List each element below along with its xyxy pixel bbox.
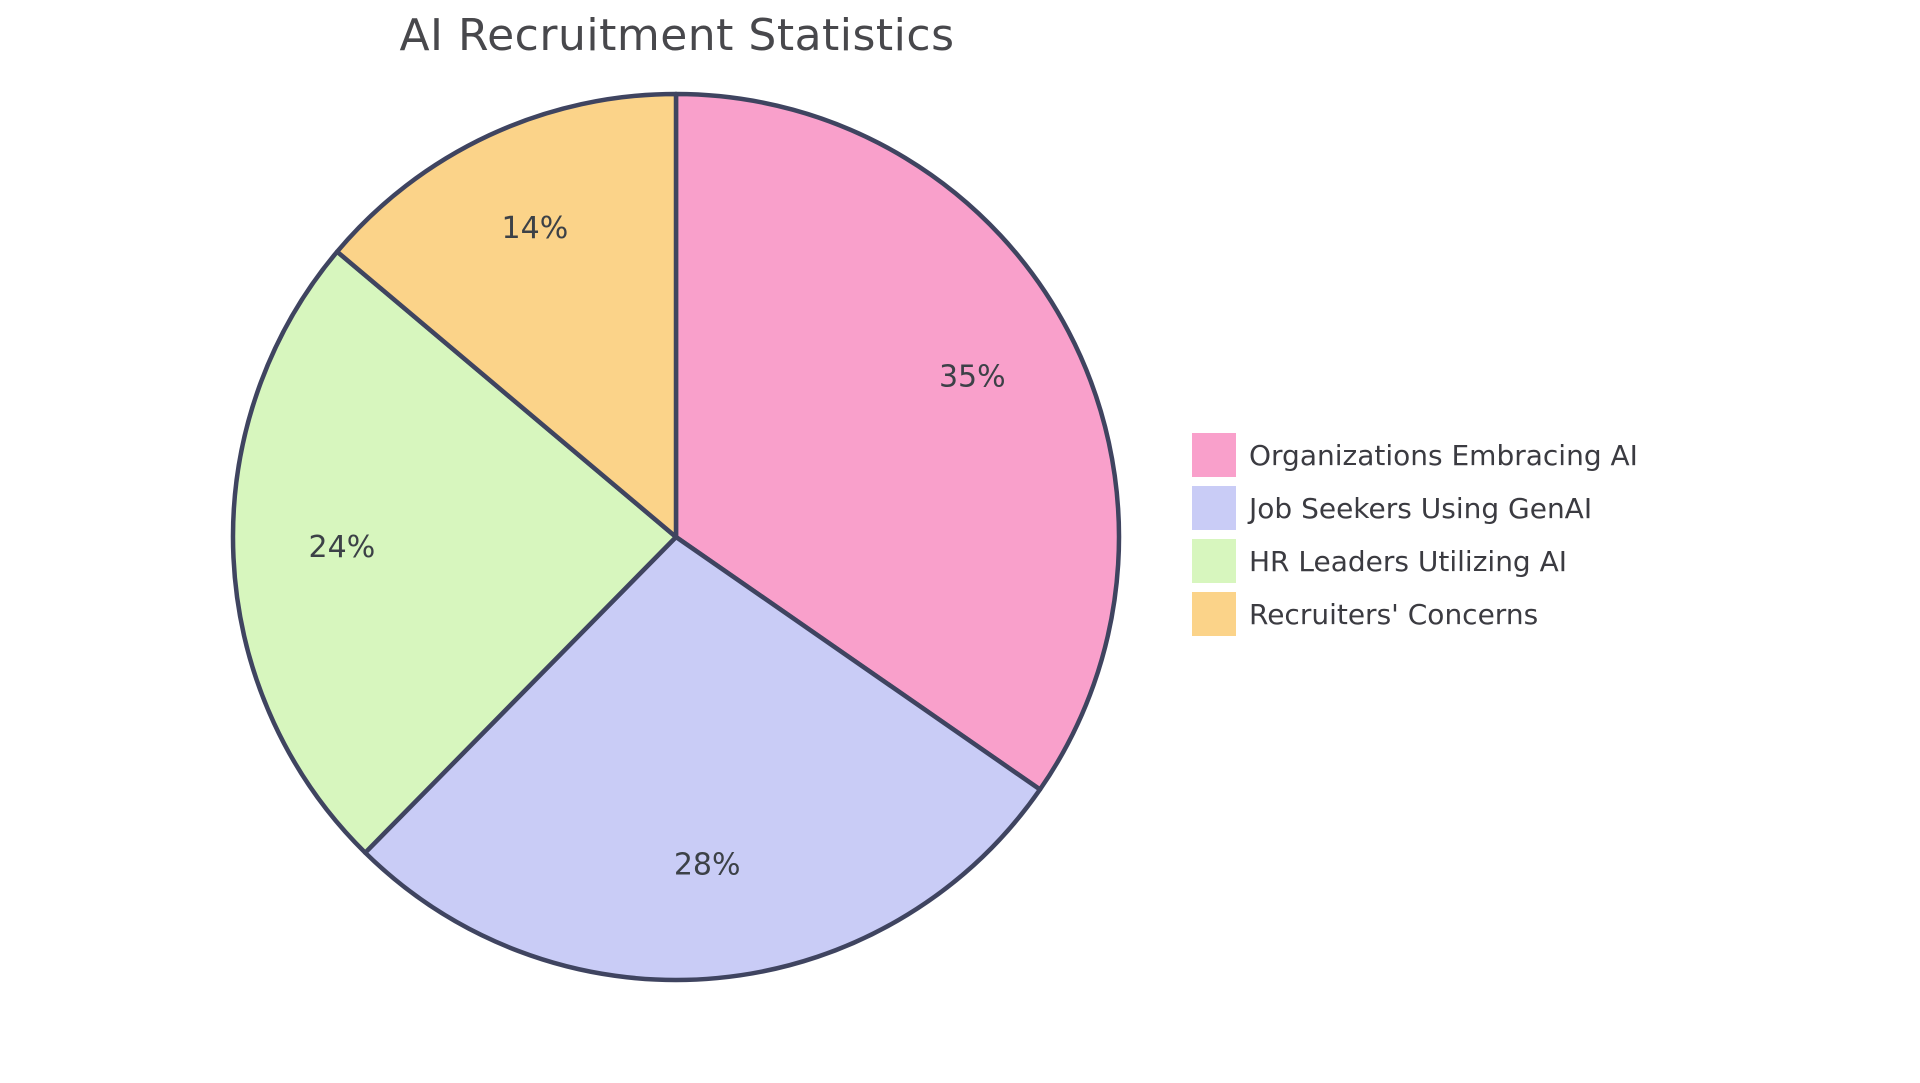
legend-item-1: Job Seekers Using GenAI [1192, 486, 1638, 530]
legend-swatch-icon [1192, 539, 1236, 583]
pie-slice-0 [673, 91, 1122, 792]
pie-slice-2 [230, 249, 679, 855]
pie-slice-3 [334, 91, 679, 540]
legend-label: HR Leaders Utilizing AI [1249, 544, 1568, 578]
slice-percent-label-1: 28% [674, 848, 741, 883]
legend-label: Organizations Embracing AI [1249, 438, 1638, 472]
legend-swatch-icon [1192, 592, 1236, 636]
pie-slice-1 [362, 534, 1043, 983]
legend-item-0: Organizations Embracing AI [1192, 433, 1638, 477]
slice-percent-label-2: 24% [309, 530, 376, 565]
legend-label: Job Seekers Using GenAI [1249, 491, 1593, 525]
legend-item-3: Recruiters' Concerns [1192, 592, 1638, 636]
legend-item-2: HR Leaders Utilizing AI [1192, 539, 1638, 583]
slice-percent-label-0: 35% [939, 359, 1006, 394]
legend-swatch-icon [1192, 486, 1236, 530]
chart-title: AI Recruitment Statistics [399, 10, 955, 61]
legend-swatch-icon [1192, 433, 1236, 477]
legend-label: Recruiters' Concerns [1249, 597, 1539, 631]
slice-percent-label-3: 14% [502, 211, 569, 246]
legend: Organizations Embracing AI Job Seekers Us… [1192, 433, 1638, 645]
